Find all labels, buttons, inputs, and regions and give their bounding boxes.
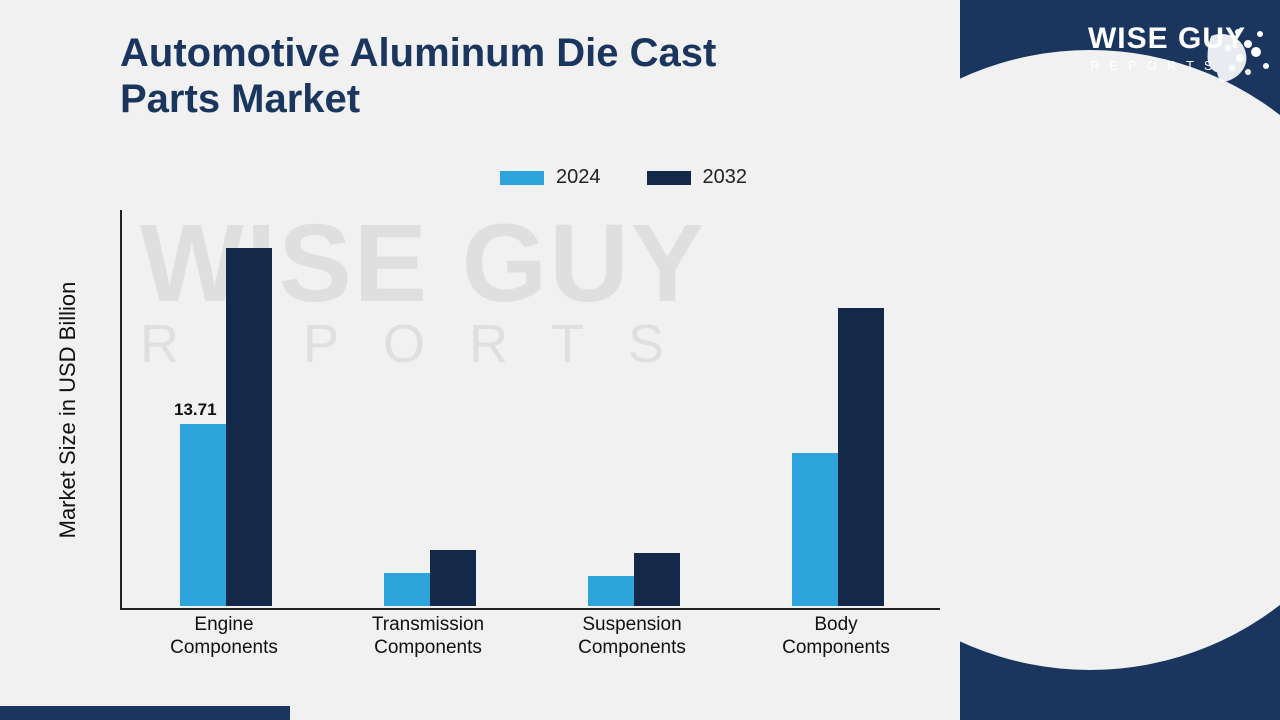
x-axis-label: EngineComponents <box>144 614 304 660</box>
bar-2024 <box>792 453 838 606</box>
x-axis-label: TransmissionComponents <box>348 614 508 660</box>
bar-group <box>588 553 680 606</box>
legend-label-2032: 2032 <box>703 166 748 189</box>
bar-2032 <box>226 248 272 606</box>
bar-2032 <box>430 550 476 606</box>
x-axis-label: SuspensionComponents <box>552 614 712 660</box>
bar-chart: Market Size in USD Billion 13.71 EngineC… <box>120 210 940 610</box>
chart-legend: 2024 2032 <box>500 166 747 189</box>
bar-2024 <box>180 424 226 606</box>
y-axis-label: Market Size in USD Billion <box>55 282 81 539</box>
plot-area: 13.71 <box>120 210 940 610</box>
legend-item-2032: 2032 <box>647 166 748 189</box>
bar-groups: 13.71 <box>124 208 940 606</box>
bar-group <box>792 308 884 607</box>
bar-2032 <box>838 308 884 607</box>
page-title: Automotive Aluminum Die Cast Parts Marke… <box>120 30 820 122</box>
bar-2032 <box>634 553 680 606</box>
legend-item-2024: 2024 <box>500 166 601 189</box>
x-axis-label: BodyComponents <box>756 614 916 660</box>
legend-swatch-2032 <box>647 171 691 185</box>
bar-group <box>384 550 476 606</box>
x-axis-labels: EngineComponents TransmissionComponents Su… <box>122 614 938 660</box>
bar-2024 <box>384 573 430 606</box>
bar-value-label: 13.71 <box>174 400 217 420</box>
bar-2024 <box>588 576 634 607</box>
legend-label-2024: 2024 <box>556 166 601 189</box>
bar-group: 13.71 <box>180 248 272 606</box>
brand-logo: WISE GUY REPORTS <box>1088 22 1246 73</box>
brand-logo-dots-icon <box>1088 22 1280 82</box>
bottom-accent-bar <box>0 706 290 720</box>
legend-swatch-2024 <box>500 171 544 185</box>
